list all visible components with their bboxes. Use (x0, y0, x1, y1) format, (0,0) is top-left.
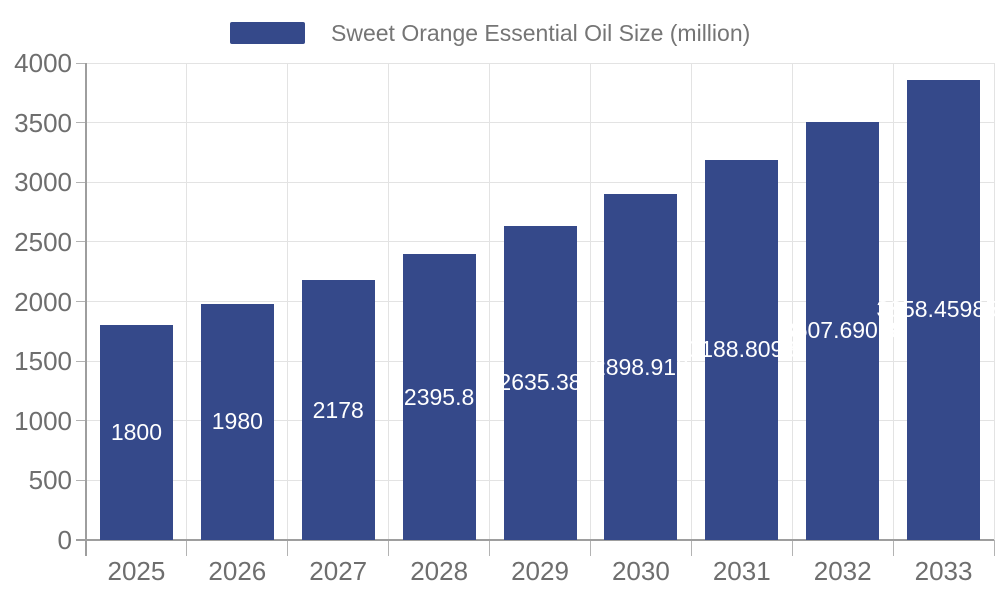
x-axis-tick (589, 540, 591, 556)
x-axis-tick-label: 2027 (309, 556, 368, 586)
bar-2026[interactable] (200, 303, 274, 540)
y-axis-line (85, 63, 87, 556)
y-axis-tick-label: 1000 (14, 405, 72, 436)
x-axis-tick-label: 2025 (107, 556, 166, 586)
y-axis-tick (76, 181, 86, 183)
bar-2033[interactable] (907, 79, 981, 540)
x-axis-tick (186, 540, 188, 556)
x-axis-tick-label: 2030 (611, 556, 670, 586)
x-axis-tick (892, 540, 894, 556)
x-axis-tick-label: 2026 (208, 556, 267, 586)
y-axis-tick-label: 1500 (14, 346, 72, 377)
x-axis-tick-label: 2028 (410, 556, 469, 586)
gridline-vertical (287, 63, 289, 540)
y-axis-tick (76, 301, 86, 302)
y-axis-tick-label: 2000 (14, 286, 72, 317)
gridline-vertical (186, 63, 188, 540)
bar-2030[interactable] (604, 194, 678, 540)
x-axis-tick-label: 2033 (914, 556, 973, 586)
gridline-horizontal (86, 122, 994, 124)
x-axis-tick (388, 540, 390, 556)
gridline-vertical (791, 63, 793, 540)
y-axis-tick (76, 122, 86, 124)
gridline-vertical (690, 63, 692, 540)
x-axis-tick (791, 540, 793, 556)
x-axis-tick (993, 540, 995, 556)
bar-2028[interactable] (402, 254, 476, 540)
bar-2025[interactable] (99, 325, 173, 540)
x-axis-tick (489, 540, 491, 556)
y-axis-tick-label: 4000 (14, 48, 72, 78)
y-axis-tick (76, 360, 86, 362)
legend-item[interactable]: Sweet Orange Essential Oil Size (million… (230, 18, 750, 48)
bar-2027[interactable] (301, 280, 375, 540)
x-axis-tick-label: 2029 (511, 556, 569, 586)
gridline-vertical (892, 63, 894, 540)
y-axis-tick-label: 3000 (14, 167, 72, 198)
bar-2032[interactable] (806, 121, 880, 540)
gridline-vertical (388, 63, 390, 540)
gridline-vertical (489, 63, 491, 540)
y-axis-tick (76, 420, 86, 422)
x-axis-tick-label: 2031 (712, 556, 771, 586)
x-axis-tick (690, 540, 692, 556)
gridline-horizontal (86, 181, 994, 183)
gridline-horizontal (86, 62, 994, 64)
y-axis-tick (76, 479, 86, 481)
bar-2029[interactable] (503, 225, 577, 540)
gridline-vertical (589, 63, 591, 540)
x-axis-line (76, 539, 994, 541)
y-axis-tick-label: 0 (57, 525, 72, 555)
y-axis-tick (76, 62, 86, 64)
x-axis-tick (287, 540, 289, 556)
legend-swatch (230, 22, 305, 44)
y-axis-tick-label: 2500 (14, 226, 72, 257)
gridline-vertical (993, 63, 995, 540)
y-axis-tick-label: 500 (28, 465, 72, 496)
legend-label: Sweet Orange Essential Oil Size (million… (331, 19, 751, 46)
y-axis-tick (76, 241, 86, 243)
y-axis-tick-label: 3500 (14, 107, 72, 138)
bar-2031[interactable] (705, 159, 779, 540)
x-axis-tick-label: 2032 (813, 556, 872, 586)
